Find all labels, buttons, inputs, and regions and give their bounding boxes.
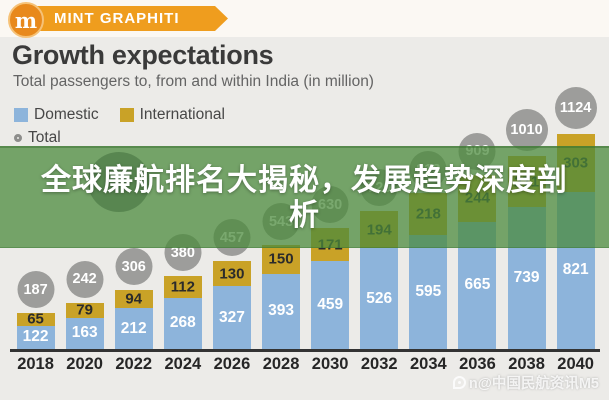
domestic-bar-2024 (163, 297, 202, 349)
year-label-2032: 2032 (360, 355, 398, 373)
year-label-2036: 2036 (459, 355, 496, 373)
domestic-value-2032: 526 (366, 289, 393, 307)
mint-logo-icon: m (8, 2, 44, 38)
legend-item-domestic: Domestic (14, 106, 99, 124)
year-label-2022: 2022 (115, 355, 153, 373)
international-bar-2020 (65, 302, 104, 318)
brand-name: MINT GRAPHITI (54, 10, 180, 27)
legend-domestic-label: Domestic (34, 106, 99, 123)
domestic-value-2024: 268 (169, 314, 196, 332)
legend: Domestic International Total (14, 106, 239, 152)
domestic-bar-2028 (262, 273, 301, 349)
international-value-2026: 130 (219, 265, 245, 283)
chart-column-2026: 1303274572026 (207, 0, 256, 373)
international-bar-2024 (163, 276, 202, 298)
overlay-circle-decoration (88, 152, 150, 212)
watermark: n@中国民航资讯M5 (452, 372, 599, 393)
chart-column-2020: 79 163 242 2020 (60, 0, 109, 373)
chart-column-2018: 65 122 187 2018 (11, 0, 60, 373)
year-label-2028: 2028 (262, 355, 300, 373)
domestic-swatch-icon (14, 108, 28, 122)
domestic-value-2018: 122 (22, 328, 49, 346)
total-circle-2040: 1124 (554, 86, 597, 129)
domestic-bar-2030 (311, 261, 350, 349)
page-title: Growth expectations (12, 40, 274, 70)
x-axis-line (10, 349, 600, 352)
international-bar-2018 (16, 313, 55, 326)
international-value-2018: 65 (27, 310, 44, 328)
legend-item-total: Total (14, 129, 61, 147)
year-label-2026: 2026 (213, 355, 251, 373)
chart-column-2022: 94 212 306 2022 (109, 0, 158, 373)
domestic-bar-2022 (114, 308, 153, 349)
total-circle-2038: 1010 (505, 108, 548, 151)
brand-banner: MINT GRAPHITI (30, 6, 228, 31)
domestic-value-2020: 163 (71, 324, 98, 342)
weibo-icon (452, 376, 466, 389)
total-circle-2018: 187 (17, 271, 55, 309)
year-label-2038: 2038 (508, 355, 545, 373)
legend-total-label: Total (28, 129, 61, 146)
total-ring-icon (14, 134, 22, 142)
page-subtitle: Total passengers to, from and within Ind… (13, 73, 374, 90)
watermark-text: n@中国民航资讯M5 (468, 376, 599, 392)
international-value-2024: 112 (170, 278, 195, 296)
domestic-bar-2020 (65, 317, 104, 349)
year-label-2040: 2040 (557, 355, 594, 373)
year-label-2024: 2024 (164, 355, 202, 373)
year-label-2030: 2030 (311, 355, 349, 373)
domestic-value-2038: 739 (513, 269, 540, 287)
total-circle-2022: 306 (115, 248, 153, 286)
legend-row-1: Domestic International (14, 106, 239, 124)
domestic-value-2040: 821 (562, 261, 589, 279)
international-bar-2022 (114, 290, 153, 309)
legend-item-international: International (119, 106, 225, 124)
domestic-value-2028: 393 (268, 302, 294, 320)
domestic-value-2030: 459 (317, 296, 344, 314)
domestic-bar-2032 (360, 248, 399, 349)
international-value-2022: 94 (125, 290, 143, 308)
domestic-value-2022: 212 (120, 319, 147, 337)
overlay-text-line1: 全球廉航排名大揭秘，发展趋势深度剖 (41, 163, 568, 197)
year-label-2034: 2034 (409, 355, 447, 373)
international-bar-2026 (212, 261, 251, 287)
international-value-2020: 79 (76, 301, 93, 319)
brand-strip: MINT GRAPHITI (0, 0, 609, 37)
promo-overlay-band: 全球廉航排名大揭秘，发展趋势深度剖 析 (0, 146, 609, 248)
total-circle-2020: 242 (66, 260, 104, 298)
chart-column-2024: 112 268 380 2024 (158, 0, 207, 373)
domestic-bar-2018 (16, 325, 55, 349)
domestic-bar-2034 (409, 235, 448, 349)
international-value-2028: 150 (268, 250, 294, 268)
legend-row-2: Total (14, 129, 239, 147)
domestic-value-2026: 327 (219, 308, 245, 326)
international-swatch-icon (119, 108, 134, 122)
year-label-2018: 2018 (17, 355, 54, 373)
international-bar-2028 (262, 245, 301, 274)
domestic-value-2034: 595 (415, 283, 442, 301)
domestic-value-2036: 665 (464, 276, 491, 294)
overlay-text-line2: 析 (289, 198, 320, 232)
year-label-2020: 2020 (66, 355, 103, 373)
legend-international-label: International (139, 106, 225, 123)
domestic-bar-2026 (212, 286, 251, 349)
